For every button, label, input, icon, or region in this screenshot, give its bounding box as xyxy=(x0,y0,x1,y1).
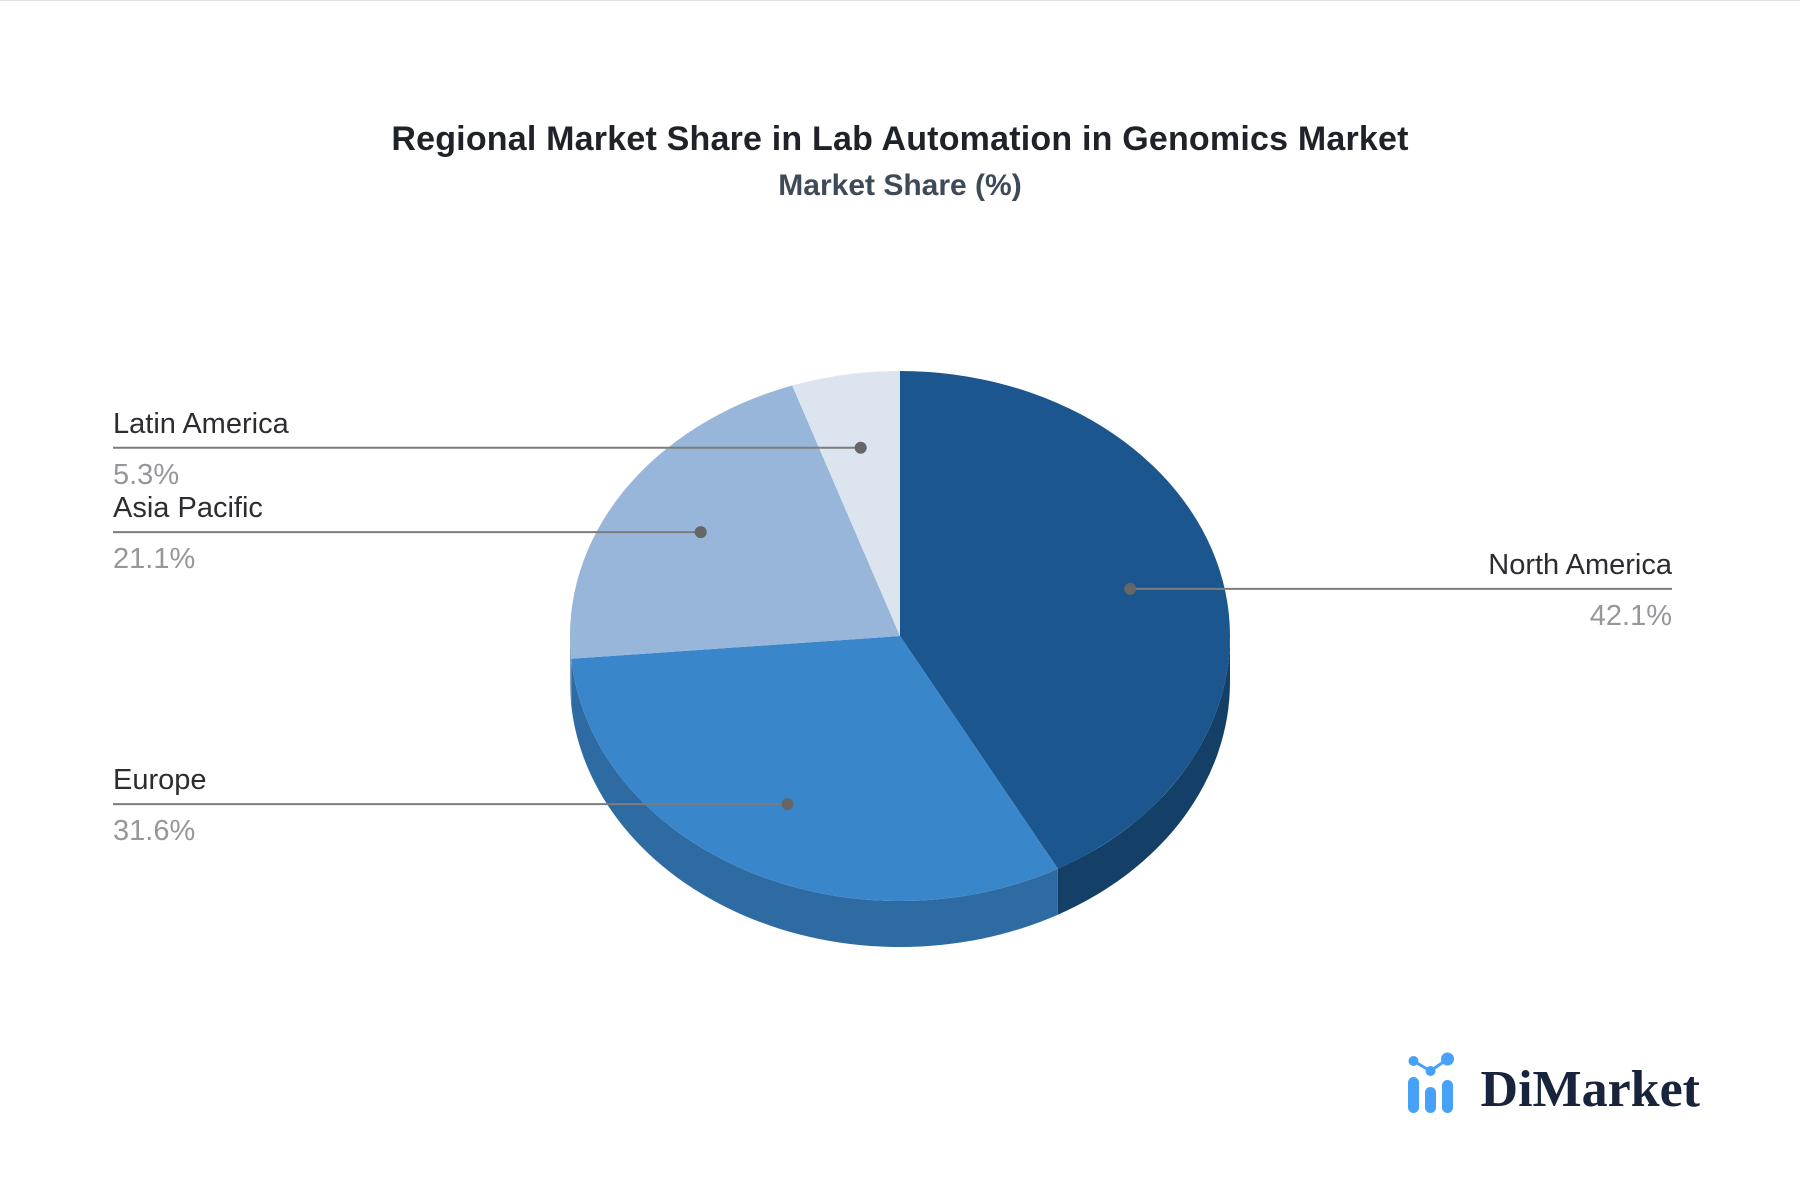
brand-name: DiMarket xyxy=(1480,1061,1700,1118)
brand-logo: DiMarket xyxy=(1407,1049,1700,1118)
pie-slice-latin-america xyxy=(792,370,900,636)
pie-slice-north-america xyxy=(900,371,1231,869)
slice-label-latin-america: Latin America xyxy=(113,407,289,440)
leader-dot-europe xyxy=(781,798,794,811)
bar-line-chart-icon xyxy=(1407,1052,1454,1113)
slice-value-north-america: 42.1% xyxy=(1589,599,1672,632)
pie-slice-asia-pacific xyxy=(569,385,900,659)
leader-dot-asia-pacific xyxy=(694,526,707,539)
slice-label-asia-pacific: Asia Pacific xyxy=(113,492,263,525)
leader-dot-north-america xyxy=(1124,582,1137,595)
slice-label-europe: Europe xyxy=(113,764,207,797)
chart-subtitle: Market Share (%) xyxy=(778,169,1022,202)
pie-slice-side-europe xyxy=(571,658,1058,948)
slice-label-north-america: North America xyxy=(1488,548,1672,581)
leader-dot-latin-america xyxy=(854,441,867,454)
slice-value-asia-pacific: 21.1% xyxy=(113,543,196,576)
pie-slice-side-north-america xyxy=(1057,636,1230,915)
slice-value-latin-america: 5.3% xyxy=(113,458,180,491)
chart-title: Regional Market Share in Lab Automation … xyxy=(391,120,1409,158)
pie-slice-europe xyxy=(571,636,1058,902)
slice-value-europe: 31.6% xyxy=(113,815,196,848)
pie-slice-side-asia-pacific xyxy=(569,636,572,705)
